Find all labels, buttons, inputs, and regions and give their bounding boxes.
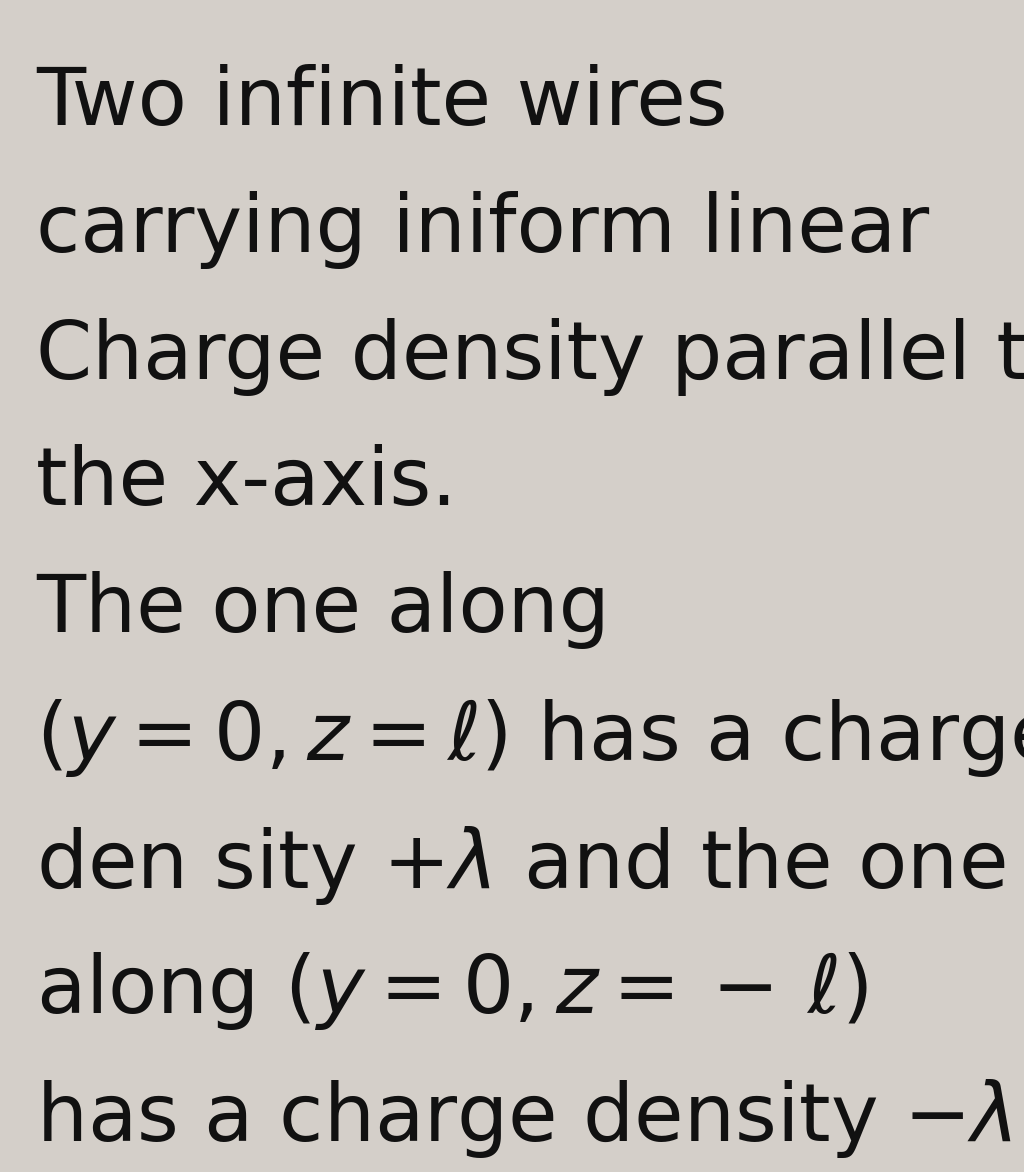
Text: The one along: The one along [36,571,609,649]
Text: den sity $+ \lambda$ and the one: den sity $+ \lambda$ and the one [36,824,1006,907]
Text: Two infinite wires: Two infinite wires [36,64,727,143]
Text: along $(y = 0, z = -\,\ell)$: along $(y = 0, z = -\,\ell)$ [36,950,867,1033]
Text: $(y = 0, z = \ell)$ has a charge: $(y = 0, z = \ell)$ has a charge [36,697,1024,779]
Text: Charge density parallel to: Charge density parallel to [36,318,1024,396]
Text: the x-axis.: the x-axis. [36,444,457,523]
Text: has a charge density $- \lambda$.: has a charge density $- \lambda$. [36,1077,1024,1160]
Text: carrying iniform linear: carrying iniform linear [36,191,929,270]
